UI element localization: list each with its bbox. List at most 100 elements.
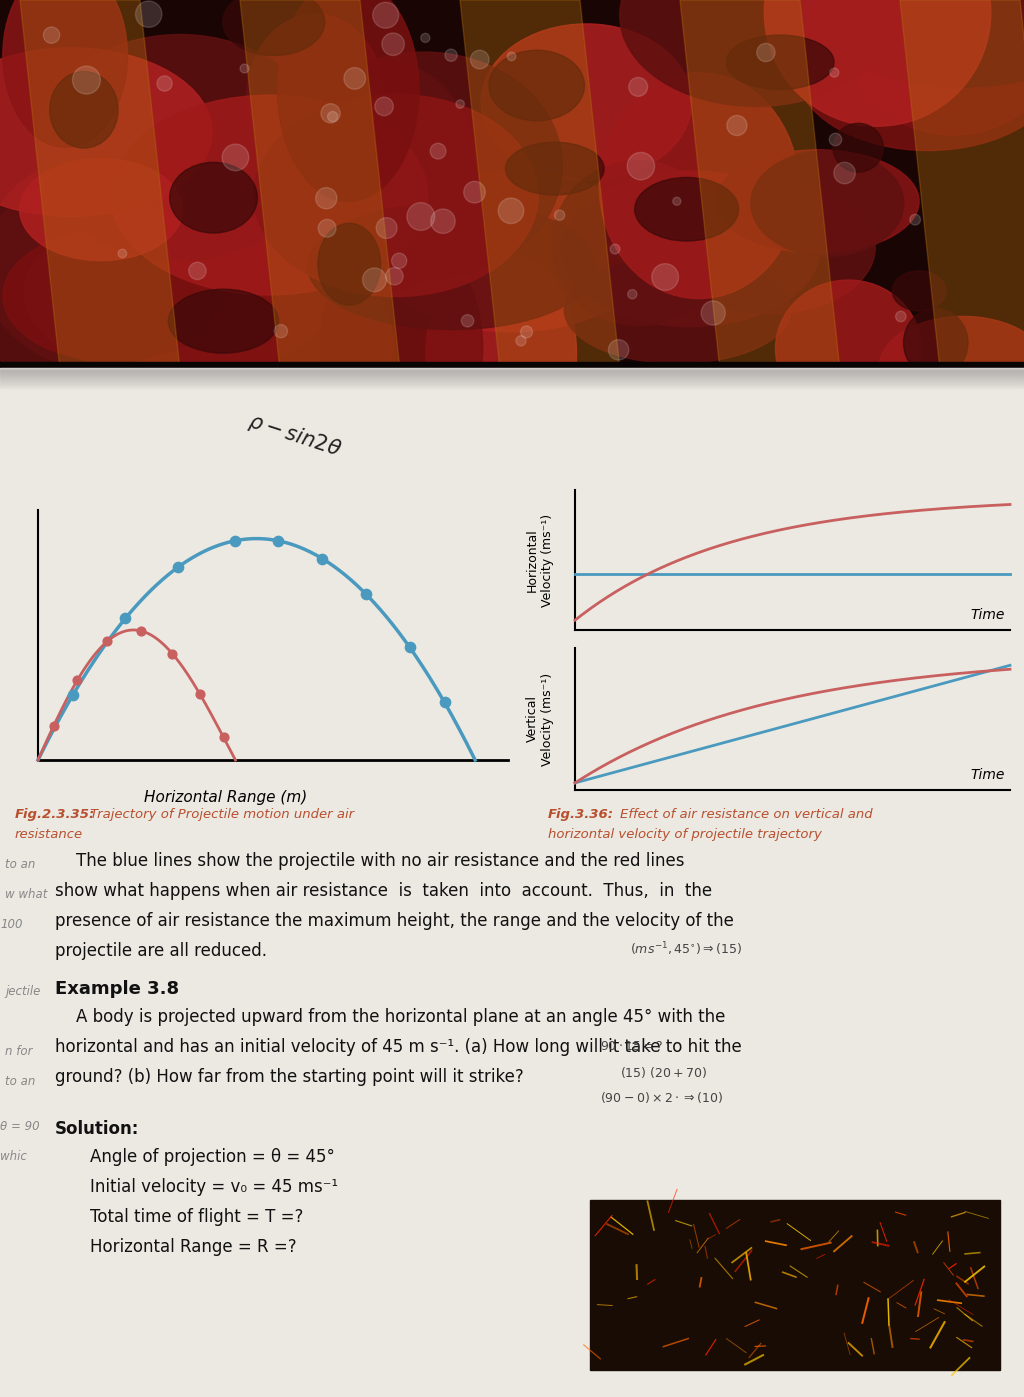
Ellipse shape bbox=[561, 170, 820, 327]
Ellipse shape bbox=[0, 180, 182, 397]
Point bbox=[117, 608, 133, 630]
Bar bbox=[0, 386, 1024, 388]
Ellipse shape bbox=[170, 162, 257, 233]
Ellipse shape bbox=[599, 73, 799, 299]
Ellipse shape bbox=[879, 316, 1024, 418]
Ellipse shape bbox=[36, 35, 325, 260]
Ellipse shape bbox=[775, 279, 922, 416]
Circle shape bbox=[73, 66, 100, 94]
Text: Time: Time bbox=[971, 608, 1005, 622]
Ellipse shape bbox=[307, 203, 597, 330]
Text: The blue lines show the projectile with no air resistance and the red lines: The blue lines show the projectile with … bbox=[55, 852, 684, 870]
Text: show what happens when air resistance  is  taken  into  account.  Thus,  in  the: show what happens when air resistance is… bbox=[55, 882, 712, 900]
Point bbox=[99, 630, 116, 652]
Text: Vertical
Velocity (ms⁻¹): Vertical Velocity (ms⁻¹) bbox=[526, 672, 554, 766]
Point bbox=[226, 529, 243, 552]
Text: n for: n for bbox=[5, 1045, 33, 1058]
Circle shape bbox=[430, 144, 446, 159]
Text: $90 \cdot 15 = ?$: $90 \cdot 15 = ?$ bbox=[600, 1039, 664, 1053]
Text: $(ms^{-1}, 45^{\circ}) \Rightarrow (15)$: $(ms^{-1}, 45^{\circ}) \Rightarrow (15)$ bbox=[630, 940, 742, 957]
Circle shape bbox=[373, 3, 398, 28]
Circle shape bbox=[240, 64, 249, 73]
Circle shape bbox=[701, 300, 725, 326]
Text: Horizontal Range = R =?: Horizontal Range = R =? bbox=[90, 1238, 297, 1256]
Point bbox=[70, 669, 86, 692]
Ellipse shape bbox=[620, 0, 891, 106]
Text: horizontal and has an initial velocity of 45 m s⁻¹. (a) How long will it take to: horizontal and has an initial velocity o… bbox=[55, 1038, 741, 1056]
Circle shape bbox=[431, 210, 456, 233]
Point bbox=[164, 643, 180, 665]
Bar bbox=[0, 374, 1024, 376]
Circle shape bbox=[757, 43, 775, 61]
Point bbox=[357, 583, 374, 605]
Point bbox=[170, 556, 186, 578]
Ellipse shape bbox=[764, 0, 991, 126]
Text: jectile: jectile bbox=[5, 985, 40, 997]
Text: $(90-0) \times 2 \cdot \Rightarrow (10)$: $(90-0) \times 2 \cdot \Rightarrow (10)$ bbox=[600, 1090, 723, 1105]
Bar bbox=[0, 380, 1024, 381]
Ellipse shape bbox=[285, 60, 478, 293]
Text: Angle of projection = θ = 45°: Angle of projection = θ = 45° bbox=[90, 1148, 335, 1166]
Ellipse shape bbox=[564, 257, 791, 363]
Polygon shape bbox=[240, 0, 400, 370]
Bar bbox=[0, 381, 1024, 383]
Text: Solution:: Solution: bbox=[55, 1120, 139, 1139]
Text: Time: Time bbox=[971, 768, 1005, 782]
Ellipse shape bbox=[25, 207, 332, 379]
Ellipse shape bbox=[111, 95, 428, 295]
Point bbox=[401, 636, 418, 658]
Text: A body is projected upward from the horizontal plane at an angle 45° with the: A body is projected upward from the hori… bbox=[55, 1009, 725, 1025]
Ellipse shape bbox=[814, 0, 1024, 87]
Bar bbox=[0, 377, 1024, 379]
Ellipse shape bbox=[3, 0, 127, 147]
Ellipse shape bbox=[288, 52, 562, 279]
Text: Fig.2.3.35:: Fig.2.3.35: bbox=[15, 807, 95, 821]
Text: projectile are all reduced.: projectile are all reduced. bbox=[55, 942, 267, 960]
Circle shape bbox=[673, 197, 681, 205]
Circle shape bbox=[834, 162, 855, 184]
Ellipse shape bbox=[247, 14, 384, 182]
Bar bbox=[0, 384, 1024, 386]
Text: Total time of flight = T =?: Total time of flight = T =? bbox=[90, 1208, 303, 1227]
Ellipse shape bbox=[278, 0, 419, 201]
Circle shape bbox=[727, 116, 746, 136]
Circle shape bbox=[499, 198, 524, 224]
Bar bbox=[0, 383, 1024, 386]
Circle shape bbox=[315, 187, 337, 210]
Ellipse shape bbox=[892, 271, 946, 312]
Text: to an: to an bbox=[5, 858, 36, 870]
Ellipse shape bbox=[321, 232, 482, 462]
Bar bbox=[0, 373, 1024, 374]
Circle shape bbox=[407, 203, 435, 231]
Circle shape bbox=[135, 1, 162, 28]
Bar bbox=[0, 372, 1024, 374]
Text: Horizontal
Velocity (ms⁻¹): Horizontal Velocity (ms⁻¹) bbox=[526, 514, 554, 606]
Ellipse shape bbox=[317, 224, 381, 305]
Ellipse shape bbox=[254, 95, 539, 296]
Circle shape bbox=[470, 50, 489, 68]
Text: 100: 100 bbox=[0, 918, 23, 930]
Ellipse shape bbox=[481, 24, 691, 180]
Circle shape bbox=[318, 219, 336, 237]
Ellipse shape bbox=[635, 177, 738, 242]
Bar bbox=[0, 367, 1024, 1397]
Ellipse shape bbox=[506, 142, 604, 196]
Ellipse shape bbox=[3, 231, 222, 362]
Text: Initial velocity = v₀ = 45 ms⁻¹: Initial velocity = v₀ = 45 ms⁻¹ bbox=[90, 1178, 338, 1196]
Bar bbox=[0, 381, 1024, 384]
Ellipse shape bbox=[0, 156, 207, 369]
Circle shape bbox=[608, 339, 629, 360]
Circle shape bbox=[507, 52, 516, 60]
Circle shape bbox=[321, 103, 340, 123]
Point bbox=[215, 726, 231, 749]
Circle shape bbox=[43, 27, 59, 43]
Text: w what: w what bbox=[5, 888, 47, 901]
Text: horizontal velocity of projectile trajectory: horizontal velocity of projectile trajec… bbox=[548, 828, 822, 841]
Circle shape bbox=[909, 214, 921, 225]
Circle shape bbox=[456, 99, 464, 109]
Ellipse shape bbox=[50, 71, 118, 148]
Polygon shape bbox=[20, 0, 180, 370]
Bar bbox=[0, 369, 1024, 372]
Bar bbox=[0, 376, 1024, 379]
Ellipse shape bbox=[0, 47, 212, 217]
